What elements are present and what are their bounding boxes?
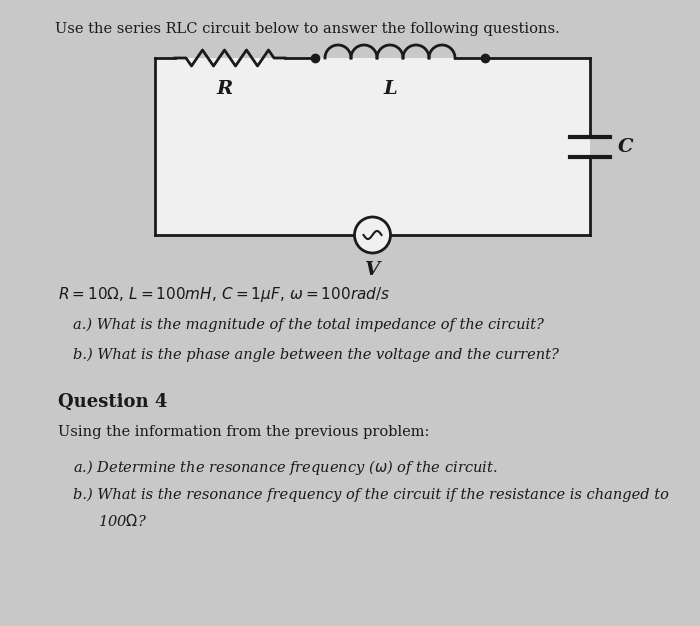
- Text: 100$\Omega$?: 100$\Omega$?: [98, 513, 147, 529]
- Text: R: R: [217, 80, 233, 98]
- Text: L: L: [383, 80, 397, 98]
- Text: b.) What is the resonance frequency of the circuit if the resistance is changed : b.) What is the resonance frequency of t…: [73, 488, 669, 503]
- Text: b.) What is the phase angle between the voltage and the current?: b.) What is the phase angle between the …: [73, 348, 559, 362]
- Text: V: V: [365, 261, 380, 279]
- Bar: [155, 58, 590, 235]
- Text: Use the series RLC circuit below to answer the following questions.: Use the series RLC circuit below to answ…: [55, 22, 560, 36]
- Text: Using the information from the previous problem:: Using the information from the previous …: [58, 425, 429, 439]
- Circle shape: [354, 217, 391, 253]
- Text: Question 4: Question 4: [58, 393, 167, 411]
- Text: $R = 10\Omega,\, L = 100mH,\, C = 1\mu F,\, \omega = 100rad/s$: $R = 10\Omega,\, L = 100mH,\, C = 1\mu F…: [58, 285, 390, 304]
- Text: C: C: [618, 138, 634, 155]
- Text: a.) What is the magnitude of the total impedance of the circuit?: a.) What is the magnitude of the total i…: [73, 318, 544, 332]
- Text: a.) Determine the resonance frequency ($\omega$) of the circuit.: a.) Determine the resonance frequency ($…: [73, 458, 498, 477]
